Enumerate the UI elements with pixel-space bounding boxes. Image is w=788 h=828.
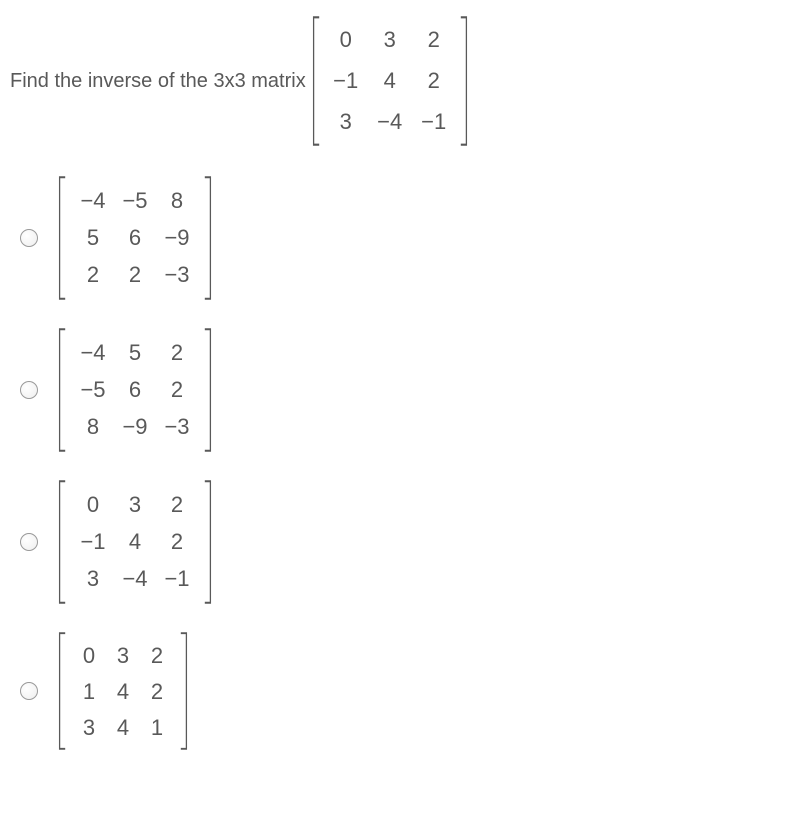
matrix-cell: 1 (72, 674, 106, 710)
matrix-row: 22−3 (72, 257, 198, 293)
matrix-cell: 6 (114, 220, 156, 256)
matrix-row: −142 (324, 62, 456, 100)
matrix-cell: −1 (156, 561, 198, 597)
matrix-cell: 4 (106, 710, 140, 746)
right-bracket-icon (180, 632, 188, 750)
matrix-row: 032 (324, 21, 456, 59)
matrix-cell: −3 (156, 257, 198, 293)
matrix-cell: 4 (106, 674, 140, 710)
matrix-cell: 1 (140, 710, 174, 746)
matrix-body: 032142341 (66, 632, 180, 750)
matrix-row: 032 (72, 487, 198, 523)
matrix-cell: 4 (114, 524, 156, 560)
question-row: Find the inverse of the 3x3 matrix 032−1… (10, 16, 778, 146)
matrix-cell: 2 (114, 257, 156, 293)
radio-option-3[interactable] (20, 533, 38, 551)
right-bracket-icon (460, 16, 468, 146)
matrix-cell: 5 (114, 335, 156, 371)
left-bracket-icon (58, 328, 66, 452)
matrix-cell: 4 (368, 62, 412, 100)
right-bracket-icon (204, 328, 212, 452)
matrix-cell: 8 (156, 183, 198, 219)
matrix: 032−1423−4−1 (58, 480, 212, 604)
matrix-cell: −5 (72, 372, 114, 408)
matrix-cell: 2 (412, 21, 456, 59)
matrix-cell: 2 (72, 257, 114, 293)
matrix-cell: 2 (140, 638, 174, 674)
matrix-cell: 6 (114, 372, 156, 408)
matrix-body: −4−5856−922−3 (66, 176, 204, 300)
options-list: −4−5856−922−3−452−5628−9−3032−1423−4−103… (20, 176, 778, 750)
radio-option-1[interactable] (20, 229, 38, 247)
matrix: −452−5628−9−3 (58, 328, 212, 452)
matrix-cell: 3 (106, 638, 140, 674)
matrix-cell: 3 (72, 561, 114, 597)
question-text: Find the inverse of the 3x3 matrix (10, 70, 306, 93)
radio-option-4[interactable] (20, 682, 38, 700)
matrix-cell: 3 (324, 103, 368, 141)
matrix-cell: −4 (368, 103, 412, 141)
matrix-row: 3−4−1 (72, 561, 198, 597)
matrix-cell: 3 (72, 710, 106, 746)
right-bracket-icon (204, 480, 212, 604)
left-bracket-icon (312, 16, 320, 146)
matrix-cell: 0 (72, 487, 114, 523)
matrix-row: 341 (72, 710, 174, 746)
page: Find the inverse of the 3x3 matrix 032−1… (0, 0, 788, 808)
matrix-cell: 5 (72, 220, 114, 256)
left-bracket-icon (58, 480, 66, 604)
option-1[interactable]: −4−5856−922−3 (20, 176, 778, 300)
matrix-cell: 3 (114, 487, 156, 523)
matrix-cell: −1 (412, 103, 456, 141)
matrix-cell: −4 (114, 561, 156, 597)
right-bracket-icon (204, 176, 212, 300)
option-3[interactable]: 032−1423−4−1 (20, 480, 778, 604)
matrix-row: 142 (72, 674, 174, 710)
matrix: 032142341 (58, 632, 188, 750)
option-4[interactable]: 032142341 (20, 632, 778, 750)
left-bracket-icon (58, 632, 66, 750)
matrix-cell: 3 (368, 21, 412, 59)
matrix-row: −562 (72, 372, 198, 408)
matrix-cell: −1 (324, 62, 368, 100)
matrix-cell: −9 (156, 220, 198, 256)
matrix-row: 56−9 (72, 220, 198, 256)
matrix-cell: 8 (72, 409, 114, 445)
matrix-row: 3−4−1 (324, 103, 456, 141)
matrix-row: −452 (72, 335, 198, 371)
matrix-cell: −4 (72, 183, 114, 219)
matrix-cell: 2 (156, 372, 198, 408)
matrix-cell: 2 (156, 487, 198, 523)
matrix-cell: 2 (140, 674, 174, 710)
matrix: −4−5856−922−3 (58, 176, 212, 300)
matrix-row: 8−9−3 (72, 409, 198, 445)
matrix-cell: 2 (156, 524, 198, 560)
matrix-body: −452−5628−9−3 (66, 328, 204, 452)
matrix-body: 032−1423−4−1 (320, 16, 460, 146)
matrix-row: −142 (72, 524, 198, 560)
left-bracket-icon (58, 176, 66, 300)
matrix-cell: −1 (72, 524, 114, 560)
matrix-cell: −4 (72, 335, 114, 371)
matrix-cell: −9 (114, 409, 156, 445)
matrix-cell: −5 (114, 183, 156, 219)
matrix-cell: 0 (72, 638, 106, 674)
matrix: 032−1423−4−1 (312, 16, 468, 146)
matrix-cell: 2 (156, 335, 198, 371)
radio-option-2[interactable] (20, 381, 38, 399)
matrix-row: −4−58 (72, 183, 198, 219)
matrix-cell: −3 (156, 409, 198, 445)
matrix-row: 032 (72, 638, 174, 674)
matrix-body: 032−1423−4−1 (66, 480, 204, 604)
matrix-cell: 2 (412, 62, 456, 100)
option-2[interactable]: −452−5628−9−3 (20, 328, 778, 452)
matrix-cell: 0 (324, 21, 368, 59)
